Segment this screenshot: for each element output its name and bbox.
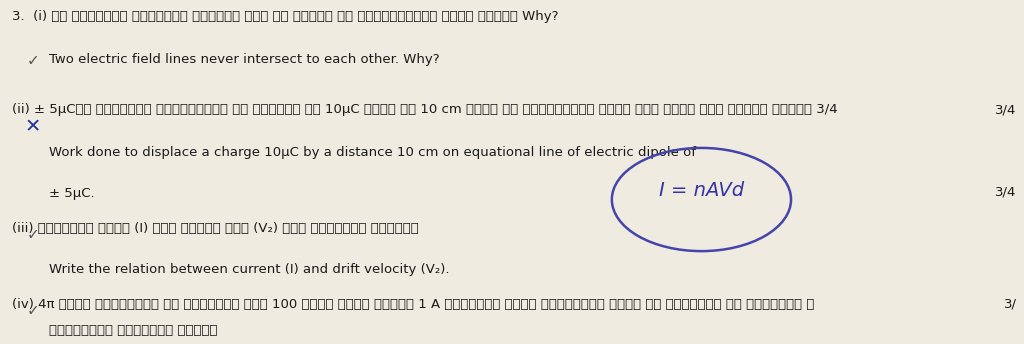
Text: ✓: ✓ xyxy=(27,227,39,242)
Text: 3/4: 3/4 xyxy=(995,103,1017,116)
Text: (iv) 4π मीटर त्रिज्या की कुण्डली में 100 फेरे हैं। इसमें 1 A विद्युत धारा प्रवाह: (iv) 4π मीटर त्रिज्या की कुण्डली में 100… xyxy=(12,298,815,311)
Text: Two electric field lines never intersect to each other. Why?: Two electric field lines never intersect… xyxy=(49,53,439,66)
Text: (ii) ± 5μCके विद्युत द्विध्रुव के निरक्ष पर 10μC आवेश को 10 cm दूरी तक विस्थापित: (ii) ± 5μCके विद्युत द्विध्रुव के निरक्ष… xyxy=(12,103,838,116)
Text: 3/: 3/ xyxy=(1004,298,1017,311)
Text: ± 5μC.: ± 5μC. xyxy=(49,187,95,201)
Text: ✓: ✓ xyxy=(27,53,39,68)
Text: Write the relation between current (I) and drift velocity (V₂).: Write the relation between current (I) a… xyxy=(49,263,450,276)
Text: ✕: ✕ xyxy=(25,117,41,136)
Text: 3/4: 3/4 xyxy=(995,186,1017,199)
Text: Work done to displace a charge 10μC by a distance 10 cm on equational line of el: Work done to displace a charge 10μC by a… xyxy=(49,146,696,159)
Text: (iii) विद्युत धारा (I) तथा अपवहन वेग (V₂) में सम्बन्ध लिखिए।: (iii) विद्युत धारा (I) तथा अपवहन वेग (V₂… xyxy=(12,222,419,235)
Text: 3.  (i) दो विद्युत क्षेत्र रेखाएं कभी एक दूसरे को प्रतिच्छेद नहीं करती। Why?: 3. (i) दो विद्युत क्षेत्र रेखाएं कभी एक … xyxy=(12,10,559,23)
Text: चुम्बकीय क्षेत्र होगा।: चुम्बकीय क्षेत्र होगा। xyxy=(49,324,218,337)
Text: ✓: ✓ xyxy=(27,303,39,318)
Text: I = nAVd: I = nAVd xyxy=(658,181,744,201)
